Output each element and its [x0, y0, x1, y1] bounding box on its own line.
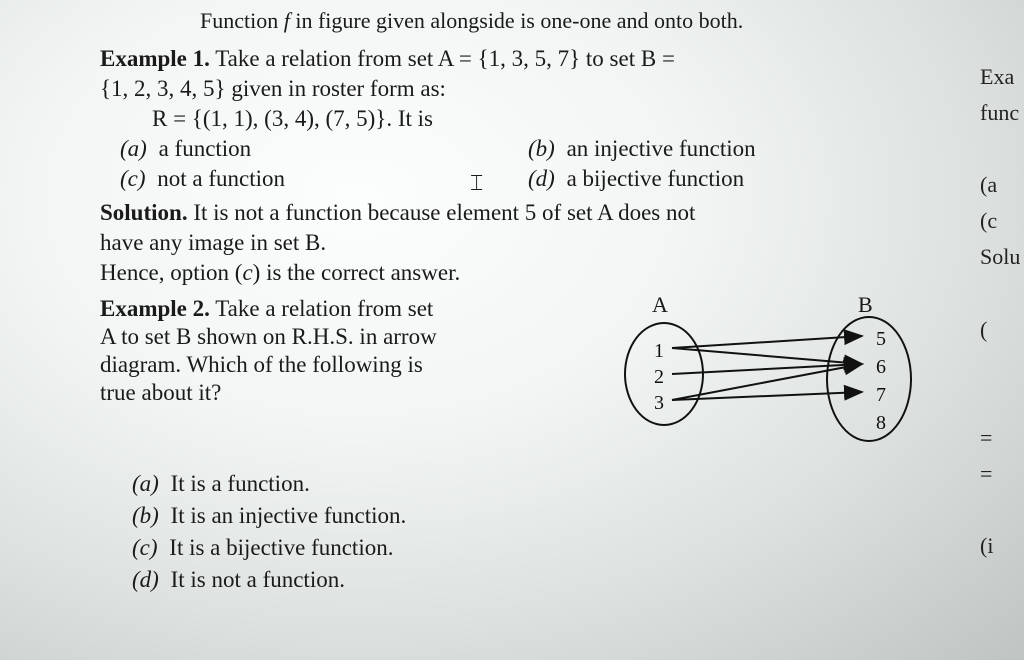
example-1-head: Example 1. — [100, 46, 210, 71]
caption-rest: in figure given alongside is one-one and… — [295, 8, 743, 33]
side-cut-fragment: ( — [980, 313, 1024, 347]
side-cut-fragment — [980, 493, 1024, 527]
side-cut-fragment: func — [980, 96, 1024, 130]
side-cut-fragment — [980, 132, 1024, 166]
caption-prefix: Function — [200, 8, 284, 33]
solution-l3-c: c — [242, 260, 252, 285]
example-1-line-1: Example 1. Take a relation from set A = … — [100, 44, 970, 74]
example-2-option-b: (b) It is an injective function. — [132, 500, 970, 532]
diagram-elem-a: 3 — [654, 392, 664, 415]
figure-caption: Function f in figure given alongside is … — [200, 6, 970, 36]
solution-line-1: Solution. It is not a function because e… — [100, 198, 970, 228]
diagram-elem-b: 8 — [876, 412, 886, 435]
example-2-line-3: diagram. Which of the following is — [100, 352, 590, 378]
solution-head: Solution. — [100, 200, 188, 225]
side-cut-fragment: (i — [980, 529, 1024, 563]
caption-f-symbol: f — [284, 8, 296, 33]
option-label-b: (b) — [528, 136, 555, 161]
example-1-relation: R = {(1, 1), (3, 4), (7, 5)}. It is — [152, 104, 970, 134]
example-2-t1: Take a relation from set — [210, 296, 433, 321]
example-2-option-c: (c) It is a bijective function. — [132, 532, 970, 564]
option-text-c: It is a bijective function. — [169, 535, 393, 560]
side-cut-column: Exafunc (a(cSolu ( == (i — [980, 60, 1024, 565]
example-2-text: Example 2. Take a relation from set A to… — [100, 296, 590, 408]
option-label-d: (d) — [528, 166, 555, 191]
diagram-elem-b: 5 — [876, 328, 886, 351]
diagram-arrow — [672, 336, 862, 348]
side-cut-fragment — [980, 385, 1024, 419]
arrow-diagram: A B 123 5678 — [594, 292, 934, 462]
main-content: Function f in figure given alongside is … — [100, 6, 970, 596]
example-1-options: (a) a function (b) an injective function… — [120, 134, 970, 194]
option-label-a: (a) — [120, 136, 147, 161]
diagram-elem-a: 2 — [654, 366, 664, 389]
side-cut-fragment: = — [980, 457, 1024, 491]
solution-line-2: have any image in set B. — [100, 228, 970, 258]
solution-l3-end: ) is the correct answer. — [253, 260, 461, 285]
option-text-d: a bijective function — [567, 166, 745, 191]
side-cut-fragment: (a — [980, 168, 1024, 202]
option-label-a: (a) — [132, 471, 159, 496]
option-label-c: (c) — [132, 535, 158, 560]
diagram-elem-b: 7 — [876, 384, 886, 407]
side-cut-fragment: Solu — [980, 240, 1024, 274]
option-text-a: a function — [159, 136, 252, 161]
text-cursor-icon: ⌶ — [470, 170, 483, 196]
option-text-a: It is a function. — [171, 471, 310, 496]
example-1-line-2: {1, 2, 3, 4, 5} given in roster form as: — [100, 74, 970, 104]
solution-l3-a: Hence, option ( — [100, 260, 242, 285]
option-label-c: (c) — [120, 166, 146, 191]
side-cut-fragment — [980, 277, 1024, 311]
option-label-d: (d) — [132, 567, 159, 592]
example-2-line-2: A to set B shown on R.H.S. in arrow — [100, 324, 590, 350]
example-2-wrap: Example 2. Take a relation from set A to… — [100, 296, 970, 462]
example-1-option-c: (c) not a function — [120, 164, 528, 194]
example-2-option-a: (a) It is a function. — [132, 468, 970, 500]
option-text-d: It is not a function. — [171, 567, 345, 592]
solution-line-3: Hence, option (c) is the correct answer. — [100, 258, 970, 288]
diagram-elem-a: 1 — [654, 340, 664, 363]
example-2-line-1: Example 2. Take a relation from set — [100, 296, 590, 322]
diagram-arrow — [672, 348, 862, 364]
option-label-b: (b) — [132, 503, 159, 528]
solution-text-1: It is not a function because element 5 o… — [188, 200, 696, 225]
diagram-elem-b: 6 — [876, 356, 886, 379]
option-text-b: an injective function — [567, 136, 756, 161]
example-2-head: Example 2. — [100, 296, 210, 321]
option-text-c: not a function — [157, 166, 285, 191]
side-cut-fragment: (c — [980, 204, 1024, 238]
diagram-arrow — [672, 392, 862, 400]
example-2-line-4: true about it? — [100, 380, 590, 406]
side-cut-fragment: Exa — [980, 60, 1024, 94]
example-1-option-b: (b) an injective function — [528, 134, 936, 164]
textbook-page: Function f in figure given alongside is … — [0, 0, 1024, 660]
example-2-option-d: (d) It is not a function. — [132, 564, 970, 596]
example-1-option-d: (d) a bijective function — [528, 164, 936, 194]
side-cut-fragment: = — [980, 421, 1024, 455]
example-1-text-a: Take a relation from set A = {1, 3, 5, 7… — [210, 46, 675, 71]
example-2-options: (a) It is a function. (b) It is an injec… — [132, 468, 970, 596]
example-1-option-a: (a) a function — [120, 134, 528, 164]
side-cut-fragment — [980, 349, 1024, 383]
option-text-b: It is an injective function. — [171, 503, 407, 528]
